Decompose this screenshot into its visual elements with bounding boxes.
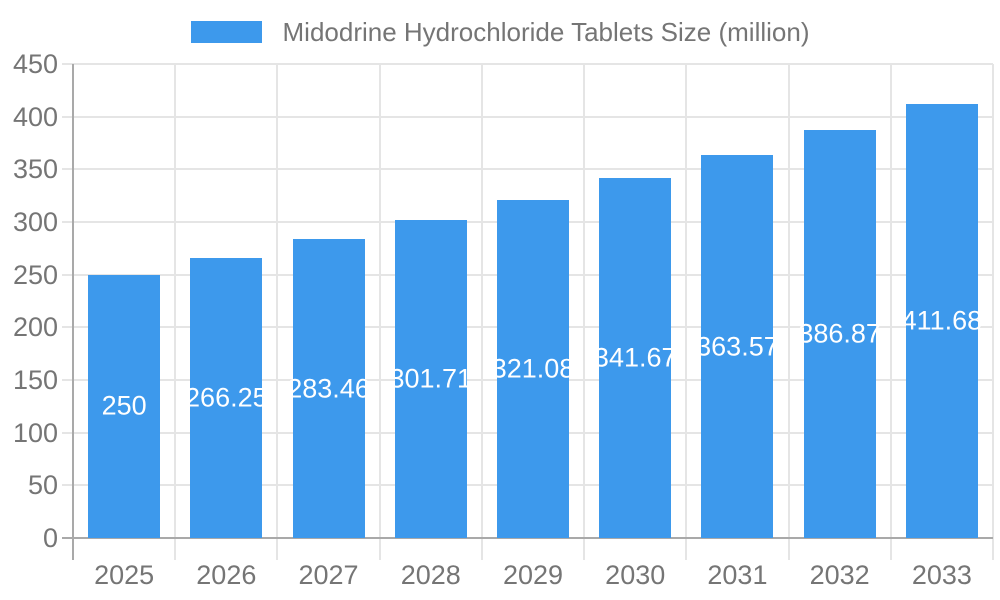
bar-value-label: 321.08 [491,353,575,384]
y-axis-tick-label: 200 [12,312,58,343]
x-gridline [889,64,892,560]
y-axis-tick-label: 400 [12,101,58,132]
x-axis-tick-label: 2028 [400,560,461,590]
bar-value-label: 386.87 [798,318,881,349]
bar[interactable] [905,104,978,538]
bar-value-label: 266.25 [185,382,268,413]
y-axis-tick-label: 450 [12,49,58,79]
bar[interactable] [497,199,569,538]
y-axis-tick-label: 0 [42,523,58,553]
y-gridline [62,168,993,171]
bar-value-label: 301.71 [389,363,473,394]
y-axis-line [72,64,74,560]
y-gridline [62,63,993,65]
x-axis-tick-label: 2030 [605,560,666,590]
bar-value-label: 363.57 [696,331,779,362]
y-axis-tick-label: 100 [12,417,58,448]
x-axis-tick-label: 2032 [809,560,870,590]
x-axis-tick-label: 2025 [94,560,155,590]
bar-value-label: 341.67 [593,342,677,373]
bar[interactable] [292,239,365,538]
x-axis-tick-label: 2027 [298,560,359,590]
x-gridline [583,64,586,560]
y-axis-tick-label: 150 [12,365,58,395]
legend-label: Midodrine Hydrochloride Tablets Size (mi… [282,17,810,47]
legend-swatch-icon [190,21,262,43]
bar[interactable] [88,274,161,538]
bar[interactable] [599,178,672,538]
chart-legend[interactable]: Midodrine Hydrochloride Tablets Size (mi… [0,16,1000,48]
x-gridline [276,64,279,560]
x-gridline [480,64,483,560]
y-axis-tick-label: 50 [27,470,58,501]
y-gridline [62,115,993,118]
x-gridline [992,64,994,560]
bar[interactable] [701,155,774,538]
y-axis-tick-label: 350 [12,154,58,185]
bar-value-label: 283.46 [287,373,370,404]
bar-value-label: 250 [101,390,147,421]
y-axis-tick-label: 300 [12,207,58,237]
x-gridline [378,64,381,560]
bar[interactable] [803,130,876,538]
x-gridline [685,64,688,560]
bar[interactable] [190,257,263,538]
y-axis-tick-label: 250 [12,259,58,290]
x-gridline [787,64,790,560]
x-axis-tick-label: 2031 [707,560,768,590]
x-axis-tick-label: 2033 [911,560,972,590]
bar[interactable] [394,220,467,538]
x-axis-tick-label: 2029 [502,560,564,590]
x-axis-tick-label: 2026 [196,560,257,590]
x-axis-line [62,537,993,539]
bar-value-label: 411.68 [901,305,983,336]
x-gridline [174,64,177,560]
